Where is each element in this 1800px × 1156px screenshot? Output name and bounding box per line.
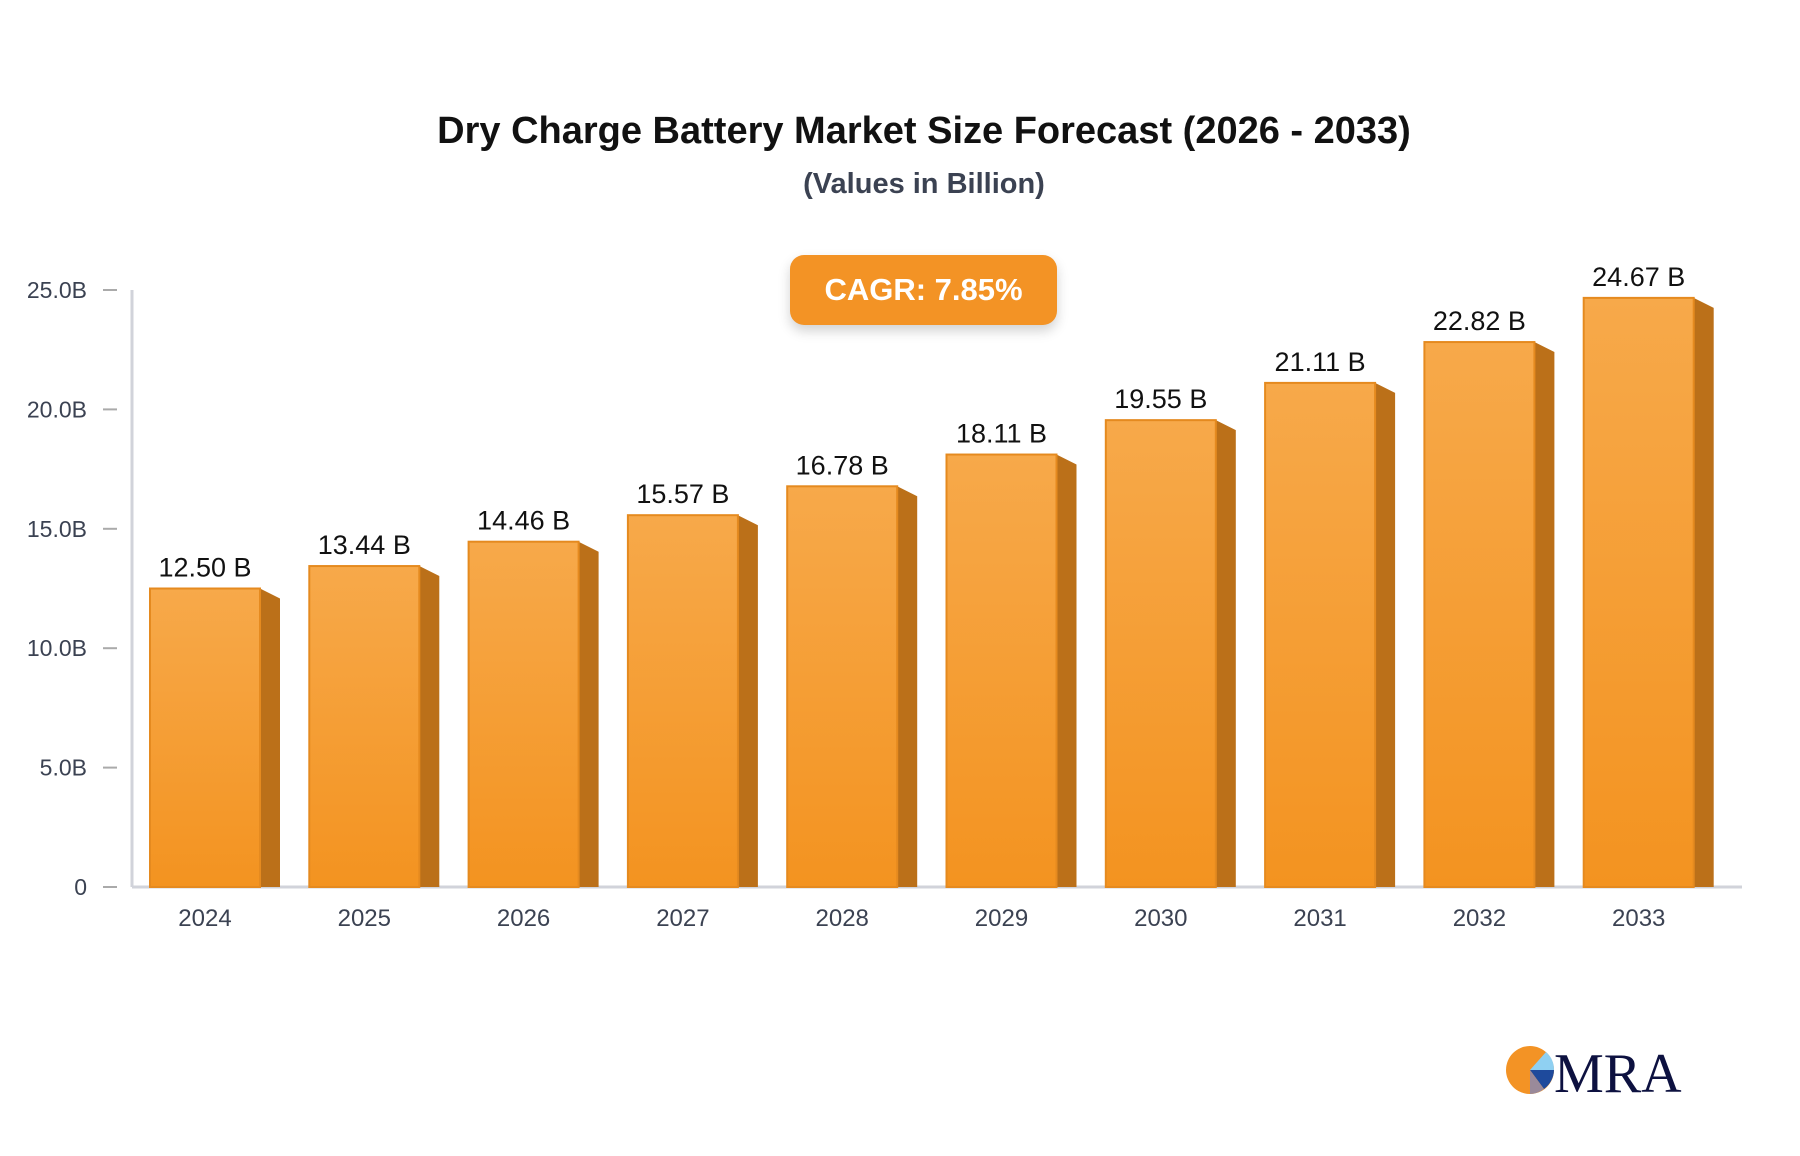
bar-side (737, 515, 758, 887)
y-tick-label: 20.0B (27, 396, 87, 422)
y-tick-label: 0 (74, 874, 87, 900)
chart-subtitle: (Values in Billion) (803, 168, 1045, 200)
bar (1264, 381, 1377, 888)
data-label: 21.11 B (1275, 347, 1366, 377)
bar-side (578, 541, 599, 887)
bar-group: 12.50 B 2024 (149, 553, 280, 932)
x-tick-label: 2033 (1612, 905, 1665, 932)
x-tick-label: 2031 (1293, 905, 1346, 932)
bar-side (1534, 342, 1555, 887)
x-tick-label: 2026 (497, 905, 550, 932)
logo-pie-icon: MRA (1506, 1043, 1682, 1100)
mra-logo: MRA (1504, 1040, 1704, 1100)
bar (1423, 341, 1536, 888)
bar (786, 485, 899, 888)
bar-side (1215, 420, 1236, 887)
y-tick-label: 5.0B (40, 755, 87, 781)
y-tick-label: 25.0B (27, 277, 87, 303)
bar-side (260, 588, 280, 887)
bar-group: 21.11 B 2031 (1264, 347, 1396, 932)
chart-title: Dry Charge Battery Market Size Forecast … (437, 110, 1411, 152)
bar-group: 15.57 B 2027 (626, 479, 758, 932)
bar-group: 14.46 B 2026 (467, 506, 599, 932)
cagr-badge: CAGR: 7.85% (790, 255, 1057, 325)
data-label: 19.55 B (1114, 384, 1207, 414)
bar-side (897, 486, 918, 887)
bar-side (1693, 297, 1714, 888)
bar (626, 514, 739, 889)
data-label: 24.67 B (1592, 262, 1685, 292)
bar-group: 22.82 B 2032 (1423, 306, 1555, 932)
bar (467, 540, 580, 888)
bar-group: 18.11 B 2029 (945, 419, 1077, 932)
x-tick-label: 2028 (816, 905, 869, 932)
data-label: 16.78 B (796, 450, 889, 480)
bar (945, 453, 1058, 888)
x-tick-label: 2025 (338, 905, 391, 932)
bar-group: 16.78 B 2028 (786, 450, 918, 932)
x-tick-label: 2030 (1134, 905, 1187, 932)
data-label: 22.82 B (1433, 306, 1526, 336)
x-tick-label: 2032 (1453, 905, 1506, 932)
bar (149, 587, 261, 888)
y-tick-label: 10.0B (27, 635, 87, 661)
bar-group: 19.55 B 2030 (1104, 384, 1236, 932)
bar-side (419, 566, 440, 887)
data-label: 12.50 B (158, 553, 251, 583)
svg-text:MRA: MRA (1554, 1043, 1682, 1100)
bar (308, 565, 421, 888)
bar (1582, 296, 1695, 889)
x-tick-label: 2029 (975, 905, 1028, 932)
bar-group: 24.67 B 2033 (1582, 262, 1714, 932)
bar-group: 13.44 B 2025 (308, 530, 440, 932)
data-label: 18.11 B (956, 419, 1047, 449)
data-label: 15.57 B (636, 479, 729, 509)
bar-side (1056, 454, 1077, 887)
x-tick-label: 2024 (178, 905, 231, 932)
data-label: 14.46 B (477, 506, 570, 536)
bar (1104, 419, 1217, 888)
data-label: 13.44 B (318, 530, 411, 560)
bar-side (1375, 382, 1396, 887)
x-tick-label: 2027 (656, 905, 709, 932)
y-tick-label: 15.0B (27, 516, 87, 542)
